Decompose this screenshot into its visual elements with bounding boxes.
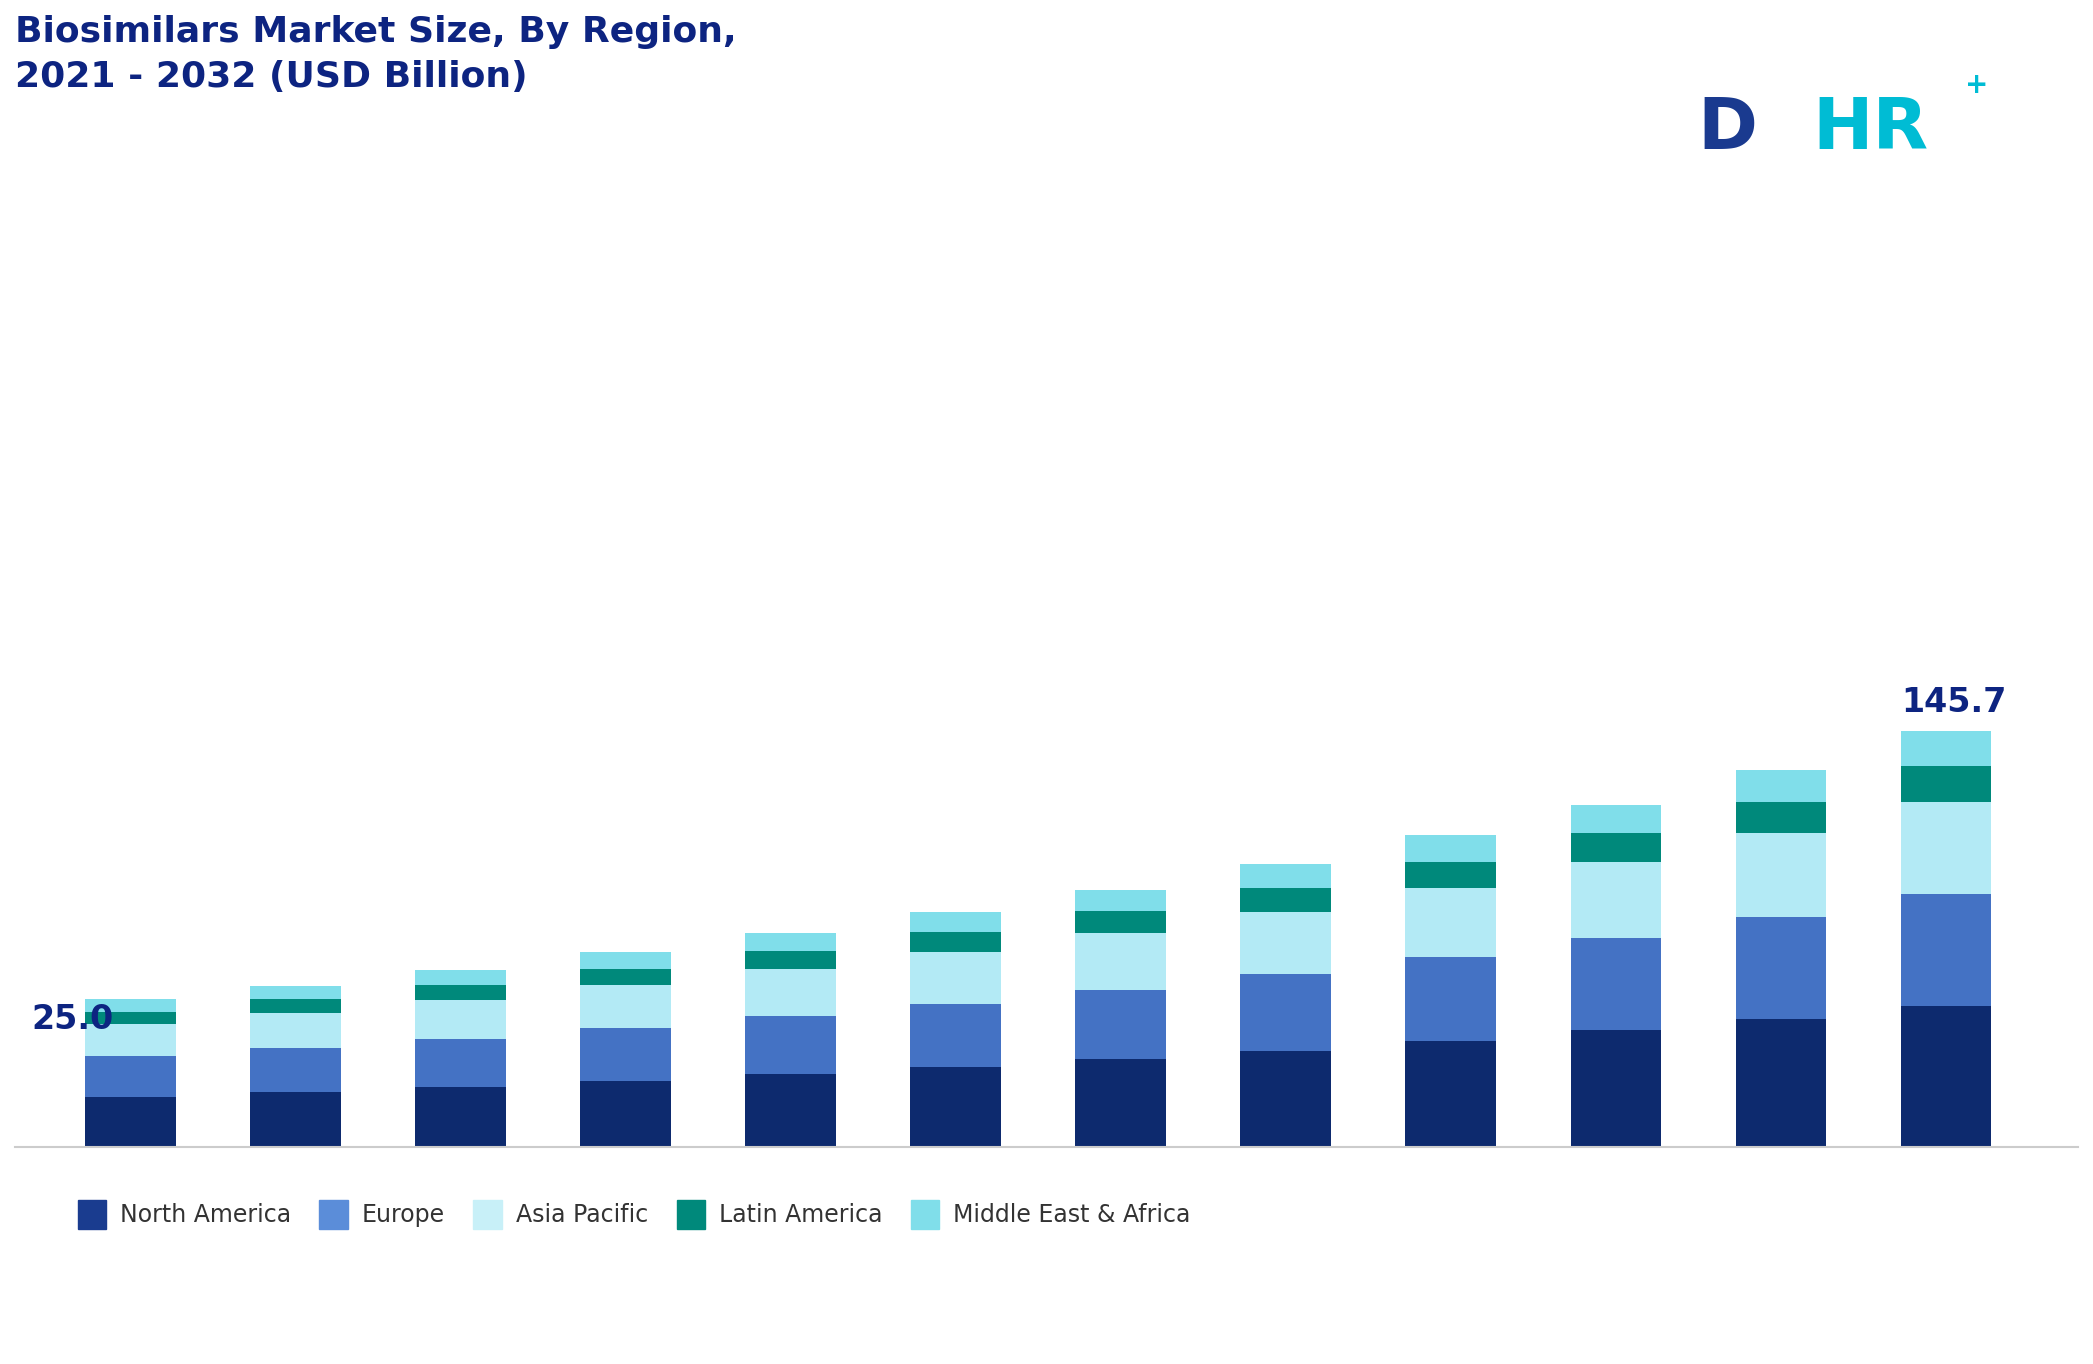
Bar (1735, 802, 1827, 833)
Bar (86, 1097, 176, 1147)
Bar (414, 985, 507, 1000)
Bar (1406, 835, 1496, 862)
Bar (1570, 862, 1662, 938)
Bar (1406, 958, 1496, 1041)
Bar (414, 1039, 507, 1087)
Bar (251, 1013, 341, 1048)
Bar (1735, 833, 1827, 917)
Bar (414, 970, 507, 985)
Bar (1241, 974, 1331, 1050)
Bar (745, 951, 835, 970)
Bar (910, 1004, 1000, 1067)
Bar (1735, 769, 1827, 802)
Bar (580, 952, 672, 968)
Bar (745, 933, 835, 951)
Bar (1570, 805, 1662, 833)
Text: 145.7: 145.7 (1903, 686, 2007, 719)
Bar (251, 1048, 341, 1091)
Bar (1076, 990, 1166, 1060)
Bar (1241, 1050, 1331, 1147)
Bar (1735, 917, 1827, 1019)
Bar (1900, 895, 1990, 1005)
Bar (1570, 1030, 1662, 1147)
Bar (1900, 767, 1990, 802)
Bar (86, 1012, 176, 1024)
Bar (86, 1000, 176, 1012)
Bar (910, 913, 1000, 932)
Bar (1900, 1005, 1990, 1147)
Bar (1076, 911, 1166, 933)
Bar (414, 1000, 507, 1039)
Bar (745, 1073, 835, 1147)
Bar (580, 985, 672, 1028)
Bar (1735, 1019, 1827, 1147)
Text: 25.0: 25.0 (31, 1003, 113, 1037)
Bar (745, 970, 835, 1016)
Bar (1241, 888, 1331, 913)
Bar (1406, 862, 1496, 888)
Text: +: + (1965, 71, 1988, 98)
Bar (1900, 731, 1990, 767)
Bar (580, 1080, 672, 1147)
Text: Biosimilars Market Size, By Region,
2021 - 2032 (USD Billion): Biosimilars Market Size, By Region, 2021… (15, 15, 737, 94)
Bar (910, 1067, 1000, 1147)
Bar (251, 1000, 341, 1013)
Bar (86, 1024, 176, 1057)
Bar (1406, 1041, 1496, 1147)
Bar (1406, 888, 1496, 958)
Bar (251, 1091, 341, 1147)
Bar (910, 932, 1000, 952)
Bar (745, 1016, 835, 1073)
Bar (1076, 933, 1166, 990)
Bar (1076, 889, 1166, 911)
Text: HR: HR (1813, 95, 1928, 164)
Bar (1900, 802, 1990, 895)
Bar (910, 952, 1000, 1004)
Bar (1570, 833, 1662, 862)
Bar (1570, 938, 1662, 1030)
Bar (1076, 1060, 1166, 1147)
Bar (86, 1057, 176, 1097)
Bar (414, 1087, 507, 1147)
Bar (1241, 863, 1331, 888)
Bar (580, 1028, 672, 1080)
Bar (1241, 913, 1331, 974)
Bar (251, 986, 341, 1000)
Legend: North America, Europe, Asia Pacific, Latin America, Middle East & Africa: North America, Europe, Asia Pacific, Lat… (69, 1191, 1199, 1239)
Text: D: D (1697, 95, 1758, 164)
Bar (580, 968, 672, 985)
